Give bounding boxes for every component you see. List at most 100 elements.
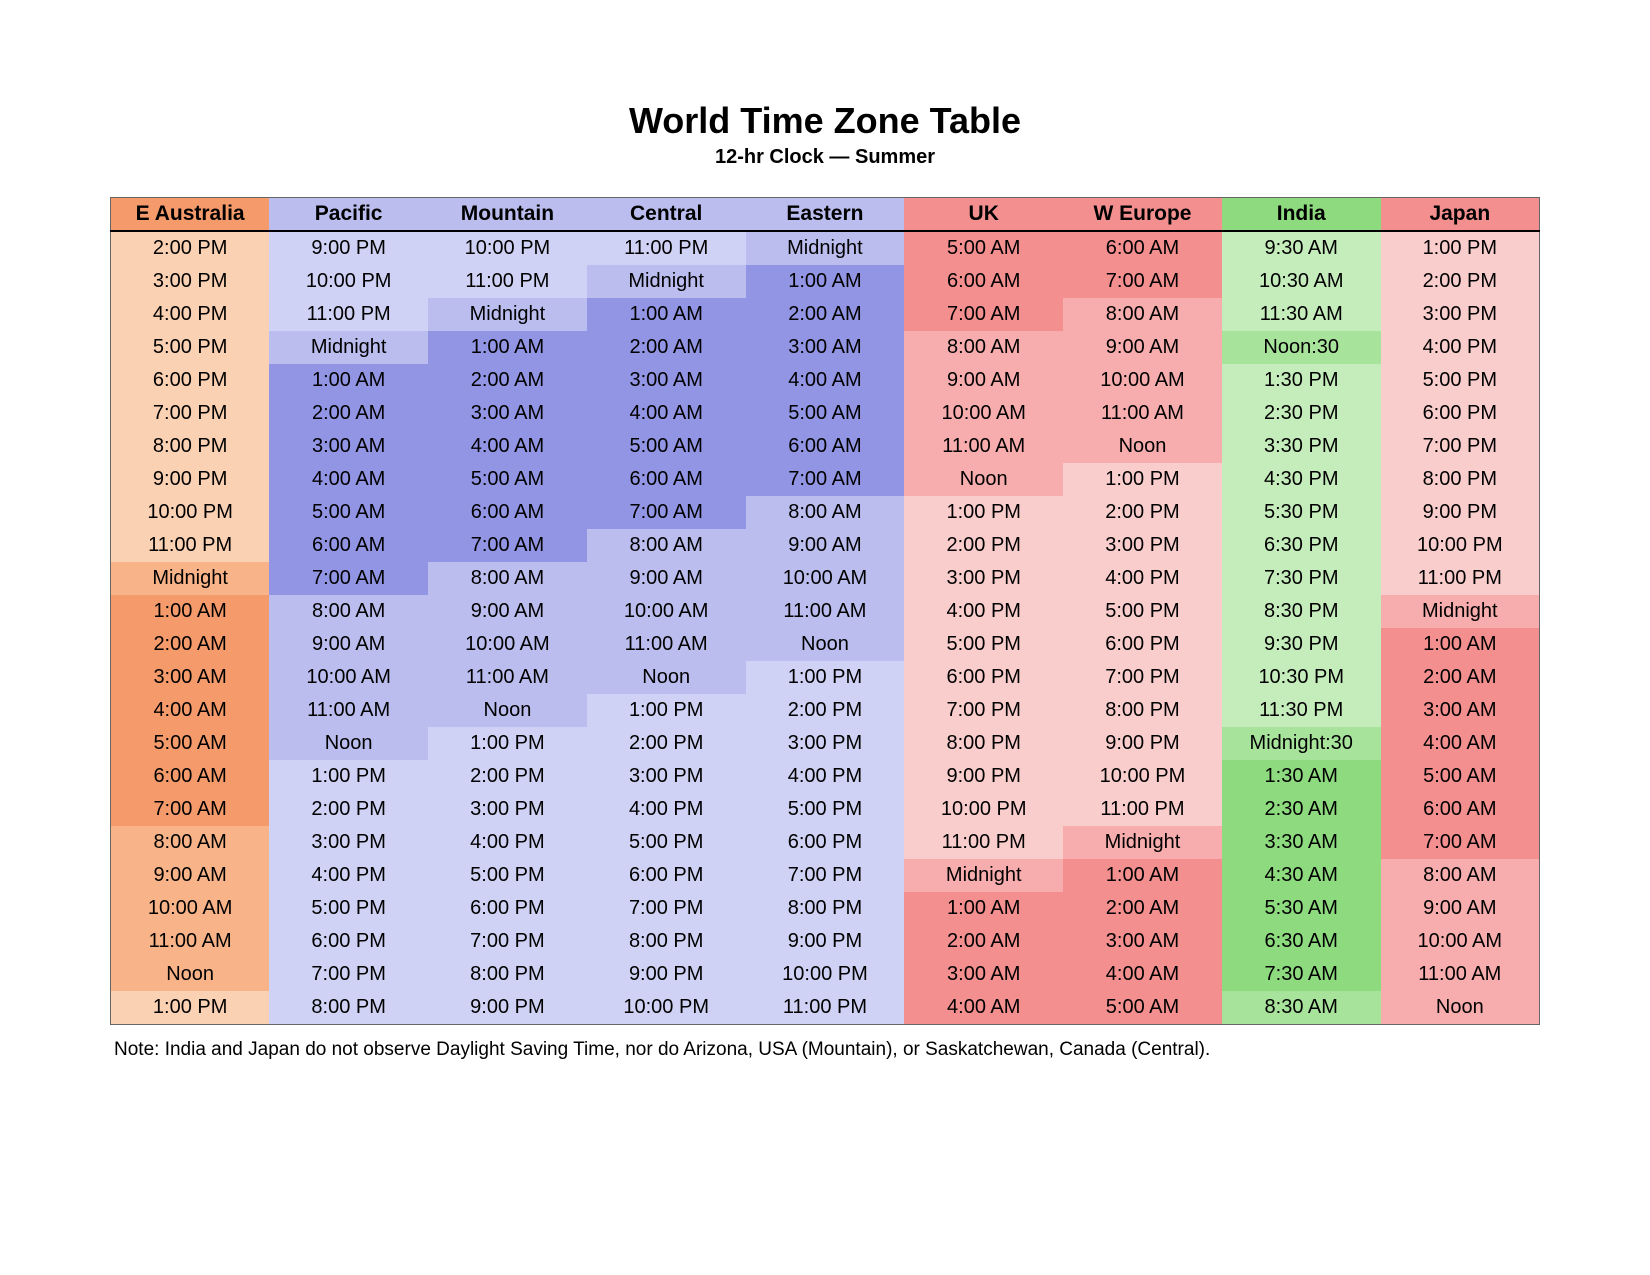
time-cell: Midnight bbox=[587, 265, 746, 298]
time-cell: 1:00 AM bbox=[1381, 628, 1540, 661]
time-cell: 5:30 AM bbox=[1222, 892, 1381, 925]
time-cell: 6:00 PM bbox=[1063, 628, 1222, 661]
time-cell: 1:00 AM bbox=[269, 364, 428, 397]
time-cell: 5:00 PM bbox=[587, 826, 746, 859]
time-cell: 10:30 PM bbox=[1222, 661, 1381, 694]
time-cell: 5:00 AM bbox=[587, 430, 746, 463]
page-title: World Time Zone Table bbox=[110, 100, 1540, 142]
time-cell: 2:00 AM bbox=[904, 925, 1063, 958]
time-cell: 6:00 PM bbox=[111, 364, 270, 397]
time-cell: 7:00 PM bbox=[587, 892, 746, 925]
time-cell: 5:00 PM bbox=[269, 892, 428, 925]
time-cell: 4:30 PM bbox=[1222, 463, 1381, 496]
time-cell: 2:00 PM bbox=[269, 793, 428, 826]
time-cell: 1:00 AM bbox=[587, 298, 746, 331]
time-cell: 11:00 AM bbox=[587, 628, 746, 661]
time-cell: 10:00 PM bbox=[1063, 760, 1222, 793]
time-cell: 10:00 AM bbox=[269, 661, 428, 694]
column-header: Japan bbox=[1381, 198, 1540, 232]
timezone-table: E AustraliaPacificMountainCentralEastern… bbox=[110, 197, 1540, 1025]
time-cell: 10:00 AM bbox=[111, 892, 270, 925]
time-cell: 7:00 AM bbox=[111, 793, 270, 826]
time-cell: 4:00 PM bbox=[587, 793, 746, 826]
time-cell: 9:00 AM bbox=[746, 529, 905, 562]
footnote: Note: India and Japan do not observe Day… bbox=[110, 1039, 1540, 1061]
column-header: Pacific bbox=[269, 198, 428, 232]
time-cell: 1:30 PM bbox=[1222, 364, 1381, 397]
time-cell: 2:00 PM bbox=[746, 694, 905, 727]
time-cell: 8:00 AM bbox=[1381, 859, 1540, 892]
time-cell: 2:00 AM bbox=[428, 364, 587, 397]
time-cell: 1:00 PM bbox=[1381, 231, 1540, 265]
time-cell: 2:00 AM bbox=[1063, 892, 1222, 925]
time-cell: 11:30 PM bbox=[1222, 694, 1381, 727]
time-cell: 11:30 AM bbox=[1222, 298, 1381, 331]
time-cell: 11:00 PM bbox=[269, 298, 428, 331]
time-cell: 7:00 AM bbox=[587, 496, 746, 529]
time-cell: 3:00 PM bbox=[904, 562, 1063, 595]
time-cell: 2:00 PM bbox=[428, 760, 587, 793]
time-cell: 4:30 AM bbox=[1222, 859, 1381, 892]
column-header: India bbox=[1222, 198, 1381, 232]
time-cell: 7:00 AM bbox=[904, 298, 1063, 331]
time-cell: 8:00 PM bbox=[269, 991, 428, 1025]
time-cell: 6:00 PM bbox=[904, 661, 1063, 694]
time-cell: 5:00 PM bbox=[111, 331, 270, 364]
time-cell: 6:00 PM bbox=[1381, 397, 1540, 430]
time-cell: 9:00 PM bbox=[428, 991, 587, 1025]
time-cell: Midnight bbox=[428, 298, 587, 331]
time-cell: 11:00 AM bbox=[904, 430, 1063, 463]
table-row: 8:00 AM3:00 PM4:00 PM5:00 PM6:00 PM11:00… bbox=[111, 826, 1540, 859]
time-cell: 2:00 AM bbox=[1381, 661, 1540, 694]
time-cell: 8:00 AM bbox=[111, 826, 270, 859]
time-cell: Noon bbox=[428, 694, 587, 727]
time-cell: 7:00 PM bbox=[428, 925, 587, 958]
time-cell: 6:30 PM bbox=[1222, 529, 1381, 562]
time-cell: 1:00 PM bbox=[269, 760, 428, 793]
time-cell: 1:00 PM bbox=[587, 694, 746, 727]
time-cell: 1:00 AM bbox=[1063, 859, 1222, 892]
time-cell: 11:00 AM bbox=[1063, 397, 1222, 430]
time-cell: 3:30 PM bbox=[1222, 430, 1381, 463]
time-cell: 4:00 PM bbox=[428, 826, 587, 859]
table-row: Midnight7:00 AM8:00 AM9:00 AM10:00 AM3:0… bbox=[111, 562, 1540, 595]
table-body: 2:00 PM9:00 PM10:00 PM11:00 PMMidnight5:… bbox=[111, 231, 1540, 1025]
time-cell: Noon bbox=[1381, 991, 1540, 1025]
time-cell: 4:00 PM bbox=[1381, 331, 1540, 364]
column-header: E Australia bbox=[111, 198, 270, 232]
time-cell: 7:00 PM bbox=[111, 397, 270, 430]
time-cell: 6:00 AM bbox=[1063, 231, 1222, 265]
time-cell: Noon:30 bbox=[1222, 331, 1381, 364]
table-row: 1:00 PM8:00 PM9:00 PM10:00 PM11:00 PM4:0… bbox=[111, 991, 1540, 1025]
time-cell: 9:00 AM bbox=[587, 562, 746, 595]
time-cell: 5:00 PM bbox=[1063, 595, 1222, 628]
time-cell: 9:00 AM bbox=[269, 628, 428, 661]
time-cell: 2:30 PM bbox=[1222, 397, 1381, 430]
column-header: Mountain bbox=[428, 198, 587, 232]
time-cell: 6:00 PM bbox=[428, 892, 587, 925]
time-cell: 7:00 PM bbox=[1063, 661, 1222, 694]
table-row: 11:00 AM6:00 PM7:00 PM8:00 PM9:00 PM2:00… bbox=[111, 925, 1540, 958]
time-cell: 7:00 AM bbox=[746, 463, 905, 496]
table-row: 2:00 AM9:00 AM10:00 AM11:00 AMNoon5:00 P… bbox=[111, 628, 1540, 661]
time-cell: 4:00 PM bbox=[1063, 562, 1222, 595]
table-row: 4:00 AM11:00 AMNoon1:00 PM2:00 PM7:00 PM… bbox=[111, 694, 1540, 727]
time-cell: 4:00 PM bbox=[904, 595, 1063, 628]
table-row: 10:00 AM5:00 PM6:00 PM7:00 PM8:00 PM1:00… bbox=[111, 892, 1540, 925]
time-cell: Noon bbox=[1063, 430, 1222, 463]
column-header: Eastern bbox=[746, 198, 905, 232]
table-row: 9:00 PM4:00 AM5:00 AM6:00 AM7:00 AMNoon1… bbox=[111, 463, 1540, 496]
time-cell: 6:00 PM bbox=[269, 925, 428, 958]
time-cell: 8:00 AM bbox=[428, 562, 587, 595]
time-cell: 1:00 AM bbox=[904, 892, 1063, 925]
time-cell: 8:00 AM bbox=[746, 496, 905, 529]
time-cell: 10:00 AM bbox=[1381, 925, 1540, 958]
time-cell: 9:00 PM bbox=[1063, 727, 1222, 760]
table-row: 1:00 AM8:00 AM9:00 AM10:00 AM11:00 AM4:0… bbox=[111, 595, 1540, 628]
table-header-row: E AustraliaPacificMountainCentralEastern… bbox=[111, 198, 1540, 232]
time-cell: 11:00 PM bbox=[904, 826, 1063, 859]
time-cell: 6:30 AM bbox=[1222, 925, 1381, 958]
time-cell: 7:00 AM bbox=[269, 562, 428, 595]
time-cell: 1:00 AM bbox=[428, 331, 587, 364]
time-cell: 8:00 PM bbox=[1063, 694, 1222, 727]
